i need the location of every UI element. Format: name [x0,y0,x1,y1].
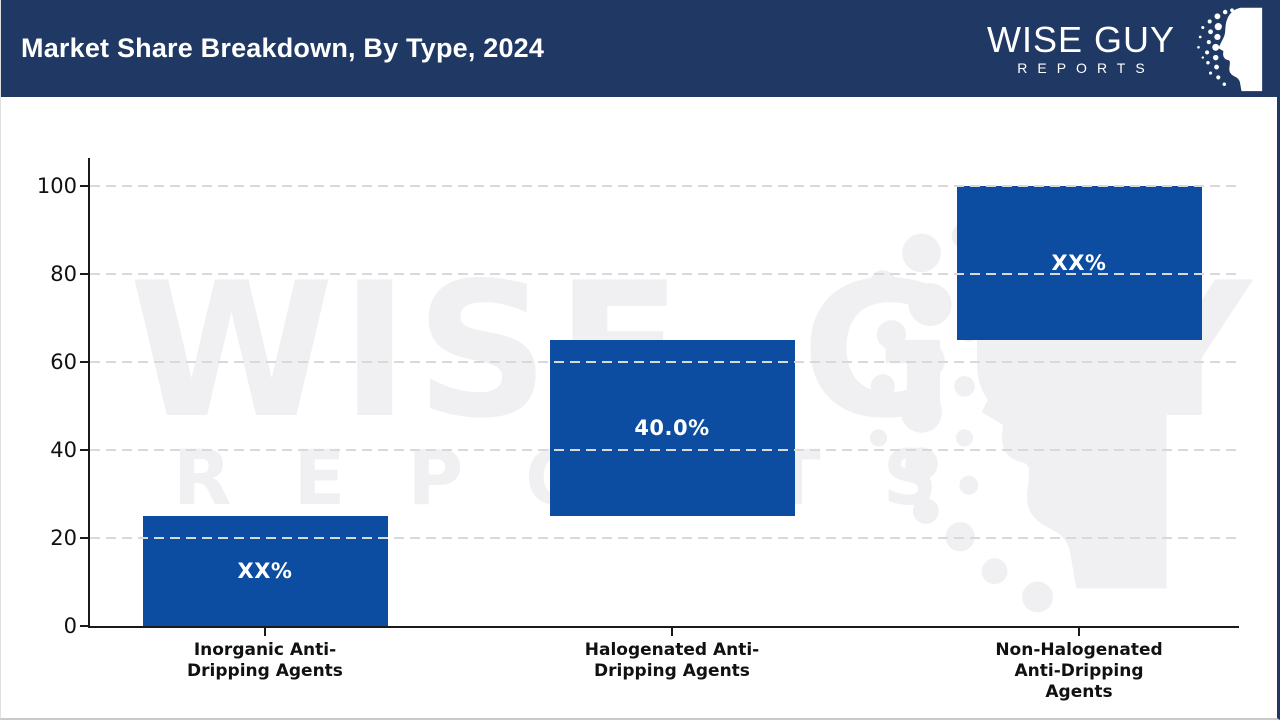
gridline [90,449,1238,451]
bar-segment: XX% [956,186,1202,340]
logo-face-icon [1197,7,1263,91]
y-tick-label: 0 [63,614,77,638]
x-category-label: Non-Halogenated Anti-Dripping Agents [995,640,1163,702]
wiseguy-logo: WISE GUY REPORTS [987,5,1263,93]
x-category-label: Inorganic Anti- Dripping Agents [187,640,343,681]
gridline [90,185,1238,187]
gridline [90,273,1238,275]
y-tick-label: 20 [50,526,77,550]
logo-wordmark: WISE GUY [986,18,1175,60]
y-axis-line [88,158,90,628]
bar-value-label: XX% [1051,251,1107,275]
y-tick [80,449,88,451]
x-tick [1078,628,1080,636]
bar-value-label: XX% [237,559,293,583]
y-tick-label: 40 [50,438,77,462]
y-tick [80,185,88,187]
logo-text: WISE GUY REPORTS [986,18,1175,77]
x-category-label: Halogenated Anti- Dripping Agents [584,640,760,681]
gridline [90,361,1238,363]
x-tick [264,628,266,636]
y-tick-label: 80 [50,262,77,286]
gridline [90,537,1238,539]
y-tick-label: 60 [50,350,77,374]
bar-segment: XX% [142,516,388,626]
y-tick [80,273,88,275]
y-tick [80,625,88,627]
bar-value-label: 40.0% [634,416,710,440]
y-tick [80,537,88,539]
logo-subtitle: REPORTS [1017,59,1155,76]
bar-segment: 40.0% [549,340,795,516]
x-axis-line [88,626,1239,628]
y-tick-label: 100 [36,174,77,198]
y-tick [80,361,88,363]
header: Market Share Breakdown, By Type, 2024 WI… [1,0,1277,97]
chart: 0 20 40 60 80 100 XX% 40.0% XX% Inorganic Anti- D… [1,97,1278,702]
x-tick [671,628,673,636]
page-title: Market Share Breakdown, By Type, 2024 [21,33,545,63]
